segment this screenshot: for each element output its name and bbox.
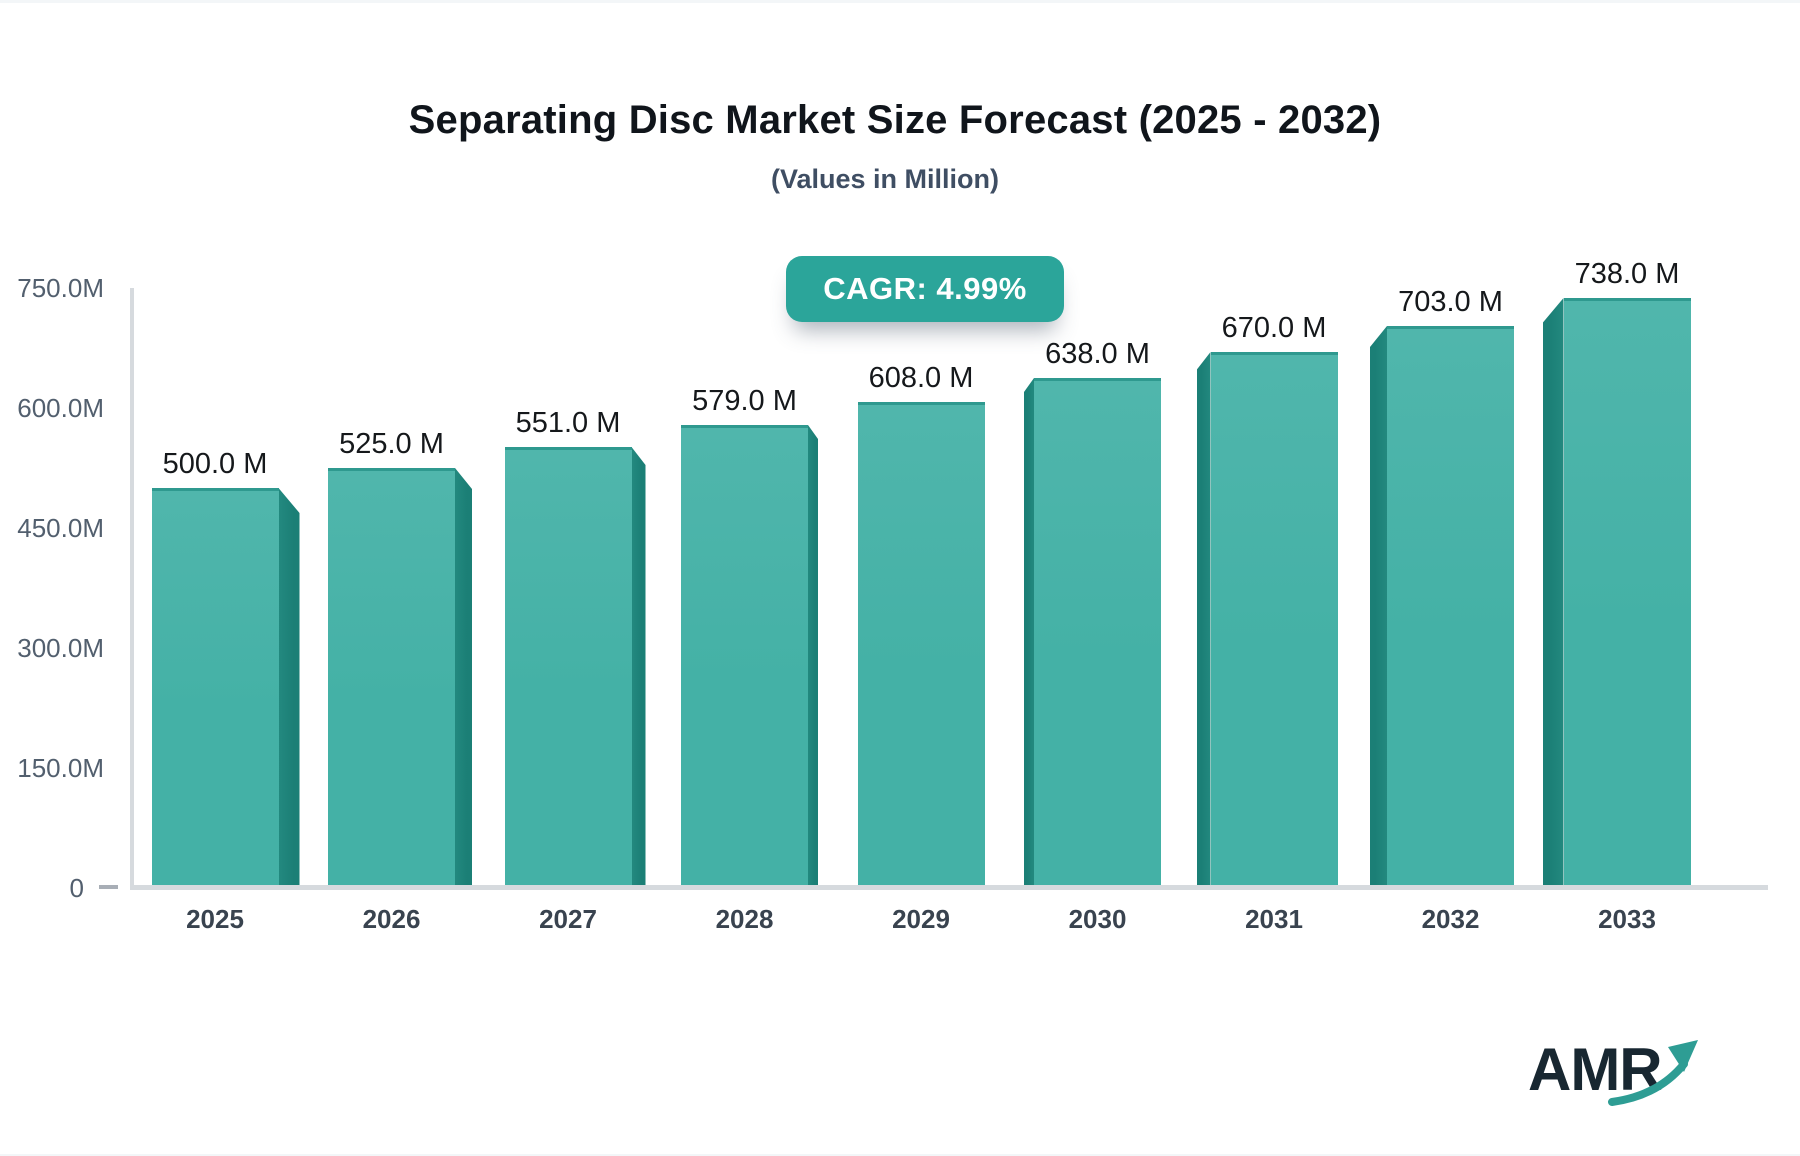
y-axis-tick-label: 600.0M: [17, 393, 104, 423]
x-axis-line: [130, 885, 1768, 890]
x-axis-label-2030: 2030: [1068, 904, 1127, 934]
bar-side-2028: [808, 425, 818, 888]
logo-arrowhead-icon: [1668, 1040, 1698, 1072]
amr-logo: AMR: [1528, 1036, 1698, 1106]
bar-side-2025: [278, 488, 300, 888]
bar-value-label: 579.0 M: [692, 385, 797, 417]
bar-value-label: 703.0 M: [1398, 286, 1503, 318]
logo-arrow-icon: [1608, 1060, 1688, 1106]
x-axis-label-2033: 2033: [1598, 904, 1656, 934]
bar-value-label: 738.0 M: [1574, 258, 1680, 290]
bar-side-2032: [1370, 326, 1387, 888]
bar-side-2031: [1196, 352, 1211, 888]
x-axis-label-2032: 2032: [1421, 904, 1480, 934]
bar-2032: [1387, 326, 1514, 888]
bar-value-label: 608.0 M: [868, 362, 974, 394]
bar-2033: [1563, 298, 1691, 888]
y-axis-tick-label: 0: [69, 873, 84, 903]
x-axis-label-2026: 2026: [362, 904, 421, 934]
bar-side-2026: [455, 468, 472, 888]
y-axis-tick-label: 150.0M: [17, 753, 104, 783]
bar-2031: [1210, 352, 1338, 888]
x-axis-label-2025: 2025: [186, 904, 244, 934]
y-axis-tick-label: 750.0M: [17, 273, 104, 303]
y-axis-line: [130, 288, 134, 889]
bar-2030: [1034, 378, 1161, 888]
card-top-edge: [0, 0, 1800, 3]
y-axis-tick-label: 300.0M: [17, 633, 104, 663]
x-axis-label-2028: 2028: [715, 904, 774, 934]
x-axis-label-2031: 2031: [1245, 904, 1303, 934]
card-bottom-edge: [0, 1154, 1800, 1156]
bar-side-2027: [631, 447, 646, 888]
x-axis-label-2029: 2029: [892, 904, 950, 934]
bar-side-2033: [1542, 298, 1564, 888]
bar-2026: [328, 468, 455, 888]
zero-tick-mark: [99, 885, 118, 889]
x-axis-label-2027: 2027: [539, 904, 597, 934]
bar-2025: [151, 488, 279, 888]
bar-2028: [681, 425, 808, 888]
bar-2029: [857, 402, 985, 888]
bar-value-label: 525.0 M: [339, 428, 444, 460]
chart-subtitle: (Values in Million): [770, 164, 1000, 194]
bar-2027: [504, 447, 632, 888]
bar-side-2030: [1024, 378, 1034, 888]
bar-value-label: 551.0 M: [515, 407, 621, 439]
bar-value-label: 638.0 M: [1045, 338, 1150, 370]
cagr-badge: CAGR: 4.99%: [786, 256, 1064, 322]
y-axis-tick-label: 450.0M: [17, 513, 104, 543]
bar-value-label: 500.0 M: [162, 448, 268, 480]
bar-value-label: 670.0 M: [1221, 312, 1327, 344]
chart-title: Separating Disc Market Size Forecast (20…: [408, 98, 1382, 142]
